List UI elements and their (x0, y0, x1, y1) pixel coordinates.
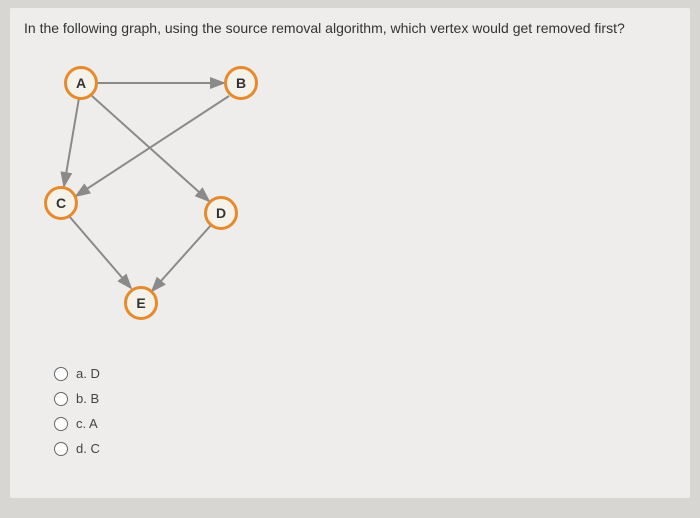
graph-diagram: A B C D E (34, 56, 274, 336)
option-b-label: b. B (76, 391, 99, 406)
radio-icon (54, 442, 68, 456)
option-d-label: d. C (76, 441, 100, 456)
option-b[interactable]: b. B (54, 391, 676, 406)
option-c[interactable]: c. A (54, 416, 676, 431)
question-text: In the following graph, using the source… (24, 20, 676, 36)
node-b-label: B (236, 75, 246, 91)
node-e: E (124, 286, 158, 320)
node-c: C (44, 186, 78, 220)
node-e-label: E (136, 295, 145, 311)
option-c-label: c. A (76, 416, 98, 431)
node-d-label: D (216, 205, 226, 221)
radio-icon (54, 417, 68, 431)
option-d[interactable]: d. C (54, 441, 676, 456)
answer-options: a. D b. B c. A d. C (54, 366, 676, 456)
radio-icon (54, 367, 68, 381)
node-d: D (204, 196, 238, 230)
option-a[interactable]: a. D (54, 366, 676, 381)
node-b: B (224, 66, 258, 100)
radio-icon (54, 392, 68, 406)
node-a-label: A (76, 75, 86, 91)
option-a-label: a. D (76, 366, 100, 381)
node-a: A (64, 66, 98, 100)
question-page: In the following graph, using the source… (10, 8, 690, 498)
node-c-label: C (56, 195, 66, 211)
